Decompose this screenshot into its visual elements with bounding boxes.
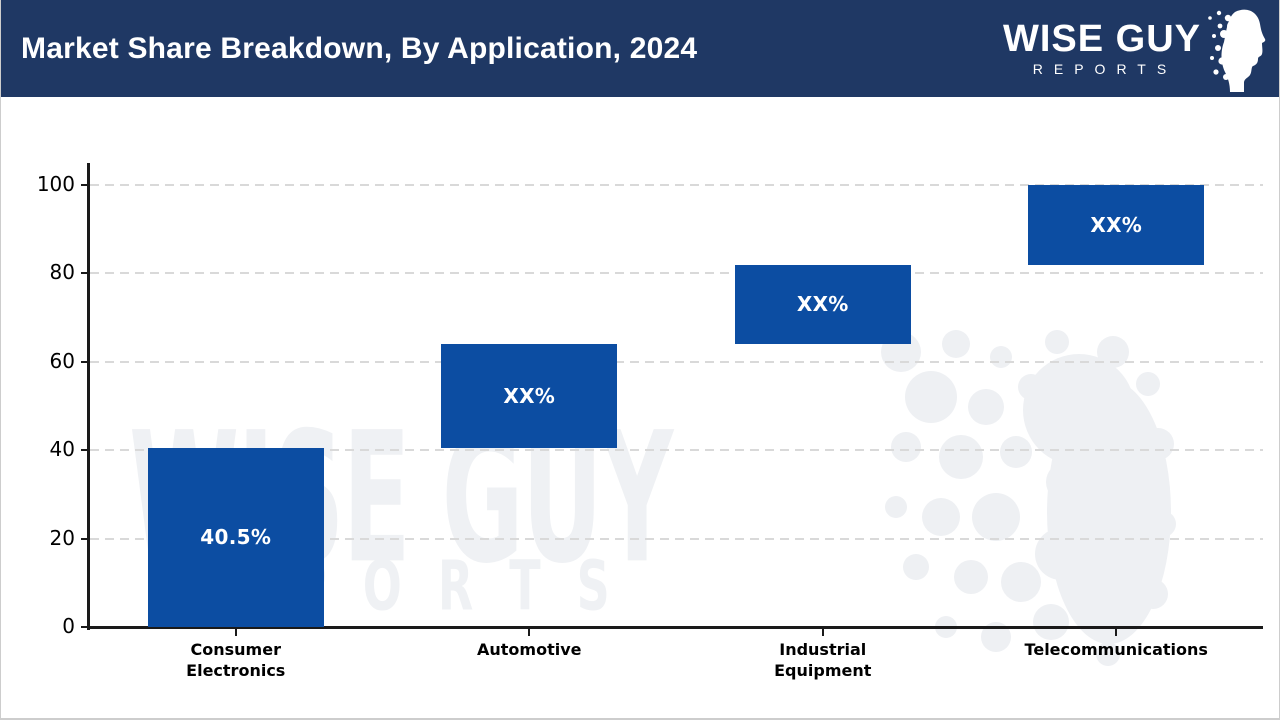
gridline-40 [90,449,1263,452]
watermark-head-pattern [881,330,1176,666]
wise-guy-logo: WISE GUY REPORTS [1003,6,1279,92]
y-tick-mark [81,449,89,452]
logo-wordmark-sub: REPORTS [1032,61,1178,77]
bar-1: XX% [441,344,618,448]
gridline-80 [90,272,1263,275]
watermark-reports-text: P O R T S [293,545,620,626]
x-category-label: Consumer Electronics [186,640,286,680]
y-tick-mark [81,360,89,363]
gridline-20 [90,537,1263,540]
x-tick-mark [1115,629,1118,636]
y-tick-label: 20 [49,525,75,550]
x-category-label: Automotive [477,640,582,659]
bar-2: XX% [734,264,911,345]
gridline-100 [90,184,1263,186]
y-tick-mark [81,626,89,628]
y-tick-mark [81,184,89,186]
header-banner: Market Share Breakdown, By Application, … [1,0,1279,97]
chart-area: WISE GUY P O R T S 0 20 40 60 80 100 40.5% Cons… [1,97,1279,718]
y-tick-label: 0 [62,614,75,638]
page-title: Market Share Breakdown, By Application, … [21,31,698,65]
bar-value-label: XX% [1090,212,1143,237]
x-tick-mark [821,629,824,636]
x-category-label: Telecommunications [1024,640,1208,659]
logo-wordmark: WISE GUY REPORTS [1003,20,1201,77]
x-tick-mark [234,629,237,636]
bar-value-label: XX% [796,292,849,317]
bar-0: 40.5% [147,447,324,627]
y-tick-label: 40 [49,437,75,462]
bar-value-label: 40.5% [200,525,272,550]
bar-value-label: XX% [503,384,556,409]
x-tick-mark [528,629,531,636]
y-tick-mark [81,272,89,275]
gridline-60 [90,360,1263,363]
y-tick-label: 80 [49,260,75,285]
x-category-label: Industrial Equipment [774,640,872,680]
logo-wordmark-main: WISE GUY [1002,18,1201,60]
y-tick-label: 100 [36,172,75,196]
y-tick-mark [81,537,89,540]
y-axis-spine [87,163,90,630]
x-axis-spine [87,626,1263,629]
bar-3: XX% [1028,185,1205,265]
y-tick-label: 60 [49,348,75,373]
logo-head-icon [1208,9,1266,92]
